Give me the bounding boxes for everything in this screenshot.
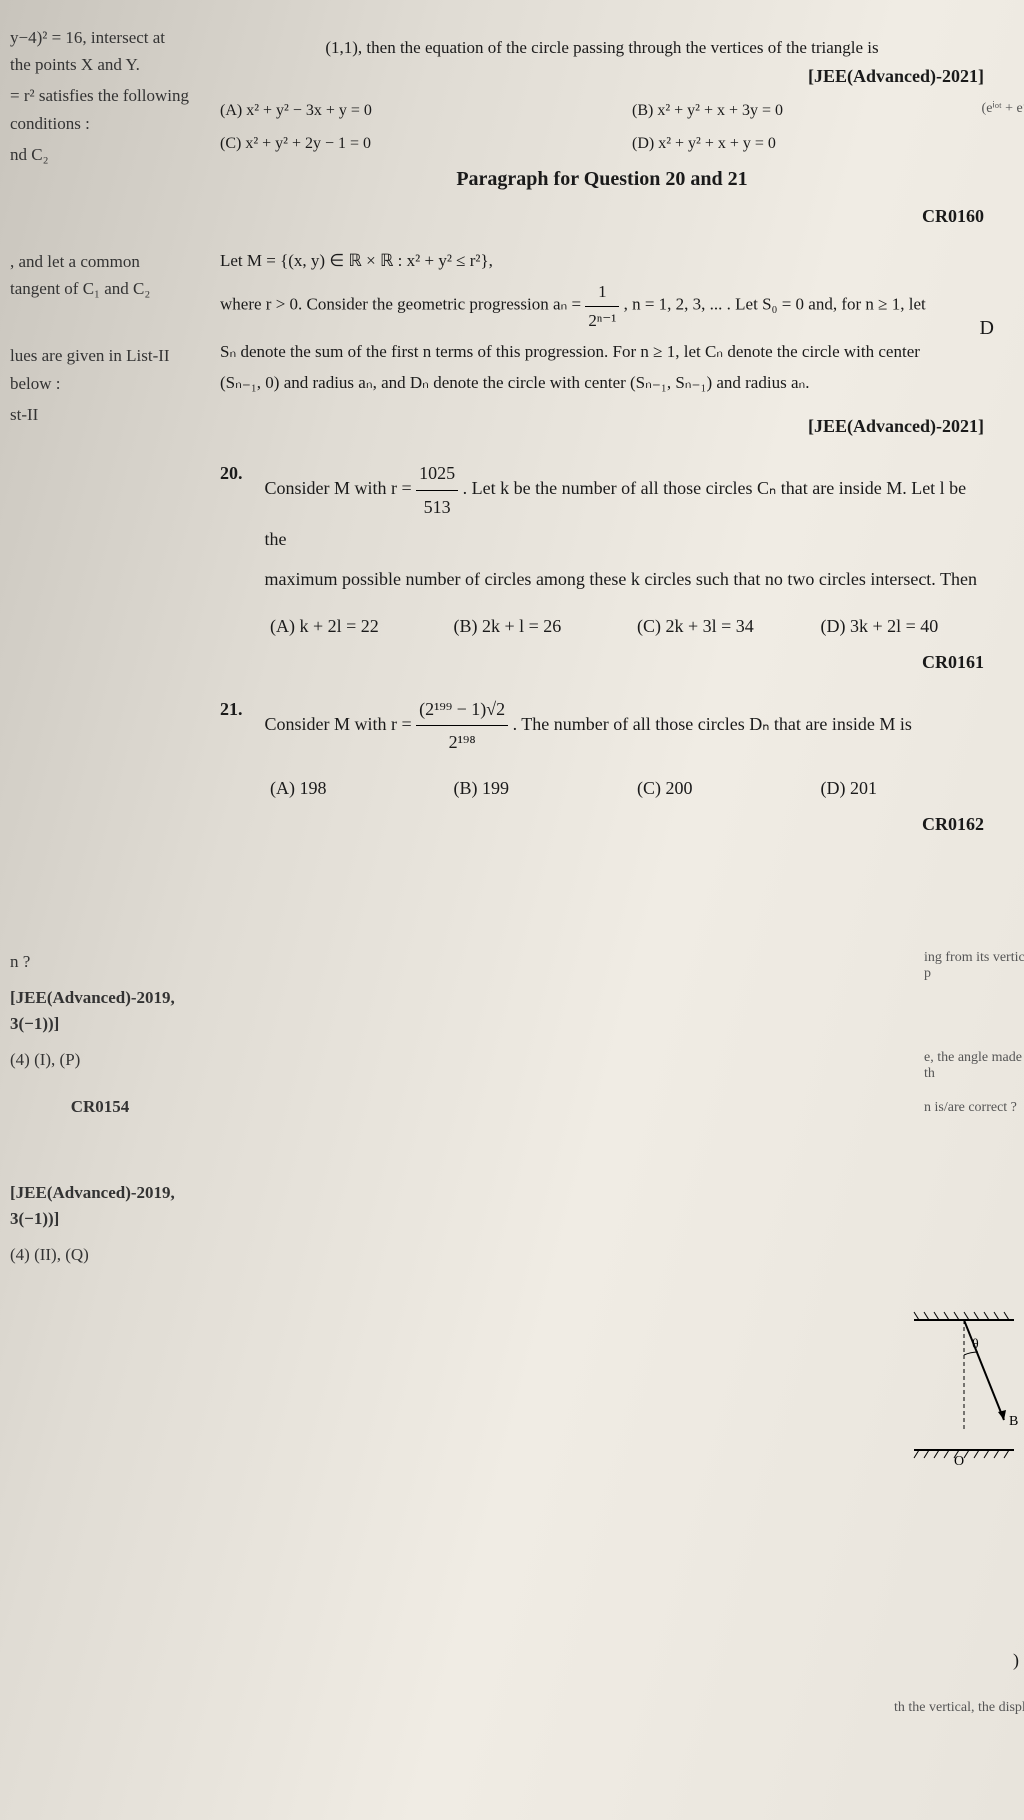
- q19-optC: (C) x² + y² + 2y − 1 = 0: [220, 135, 572, 153]
- q21-num: 21.: [220, 693, 260, 725]
- b-label: B: [1009, 1414, 1018, 1429]
- para-frac-num: 1: [585, 278, 619, 306]
- q20-optB: (B) 2k + l = 26: [454, 616, 618, 637]
- q21-frac-den: 2¹⁹⁸: [416, 726, 508, 758]
- q21-optA: (A) 198: [270, 778, 434, 799]
- left-frag-4: , and let a common tangent of C₁ and C₂: [10, 248, 190, 302]
- jee-left-2: [JEE(Advanced)-2019, 3(−1))]: [10, 1180, 190, 1231]
- jee-left-1: [JEE(Advanced)-2019, 3(−1))]: [10, 985, 190, 1036]
- para-p4: (Sₙ₋₁, 0) and radius aₙ, and Dₙ denote t…: [220, 369, 984, 396]
- left-frag-5: lues are given in List-II below :: [10, 342, 190, 396]
- left-frag-3: nd C₂: [10, 141, 190, 168]
- left-frag-1: y−4)² = 16, intersect at the points X an…: [10, 24, 190, 78]
- paragraph-header: Paragraph for Question 20 and 21: [220, 168, 984, 191]
- q21-optC: (C) 200: [637, 778, 801, 799]
- q20-frac-num: 1025: [416, 457, 458, 490]
- q20-frac-den: 513: [416, 491, 458, 523]
- cr0162: CR0162: [220, 814, 984, 835]
- q19-optA: (A) x² + y² − 3x + y = 0: [220, 102, 572, 120]
- theta-label: θ: [972, 1337, 979, 1352]
- left-frag-6: st-II: [10, 401, 190, 428]
- q21-frac-num: (2¹⁹⁹ − 1)√2: [416, 693, 508, 726]
- q20-num: 20.: [220, 457, 260, 489]
- para-p3: Sₙ denote the sum of the first n terms o…: [220, 338, 984, 365]
- left-frag-2: = r² satisfies the following conditions …: [10, 82, 190, 136]
- para-p2b: , n = 1, 2, 3, ... . Let S₀ = 0 and, for…: [624, 295, 926, 314]
- para-p1: Let M = {(x, y) ∈ ℝ × ℝ : x² + y² ≤ r²},: [220, 247, 984, 274]
- side-frag-1: (eⁱᵒᵗ + e⁻ⁱᵒᵗ): [982, 100, 1024, 117]
- q19-optB: (B) x² + y² + x + 3y = 0: [632, 102, 984, 120]
- q20-optD: (D) 3k + 2l = 40: [821, 616, 985, 637]
- q20-optC: (C) 2k + 3l = 34: [637, 616, 801, 637]
- cr-left: CR0154: [10, 1093, 190, 1120]
- q21-text-a: Consider M with r =: [265, 714, 417, 734]
- q20-text-a: Consider M with r =: [265, 478, 417, 498]
- q20-optA: (A) k + 2l = 22: [270, 616, 434, 637]
- cr0160: CR0160: [220, 206, 984, 227]
- side-frag-3: e, the angle made by th: [924, 1050, 1024, 1082]
- side-frag-5: th the vertical, the displ: [894, 1700, 1024, 1716]
- side-frag-2: ing from its vertical p: [924, 950, 1024, 982]
- q21-optD: (D) 201: [821, 778, 985, 799]
- q19-optD: (D) x² + y² + x + y = 0: [632, 135, 984, 153]
- para-p2a: where r > 0. Consider the geometric prog…: [220, 295, 585, 314]
- q21-text-b: . The number of all those circles Dₙ tha…: [513, 714, 912, 734]
- jee-tag-2021-top: [JEE(Advanced)-2021]: [220, 66, 984, 87]
- side-frag-4: n is/are correct ?: [924, 1100, 1024, 1116]
- left-opt-1: (4) (I), (P): [10, 1046, 190, 1073]
- q20-text-c: maximum possible number of circles among…: [265, 563, 979, 595]
- para-p2: where r > 0. Consider the geometric prog…: [220, 278, 984, 333]
- left-frag-7: n ?: [10, 948, 190, 975]
- q21-optB: (B) 199: [454, 778, 618, 799]
- o-label: O: [954, 1454, 964, 1469]
- pendulum-diagram: θ B O: [894, 1300, 1024, 1480]
- jee-tag-q20: [JEE(Advanced)-2021]: [220, 416, 984, 437]
- margin-d: D: [980, 310, 994, 346]
- para-frac-den: 2ⁿ⁻¹: [585, 307, 619, 334]
- close-paren-theta: ): [1013, 1650, 1019, 1671]
- left-opt-2: (4) (II), (Q): [10, 1241, 190, 1268]
- topline: (1,1), then the equation of the circle p…: [220, 34, 984, 61]
- cr0161: CR0161: [220, 652, 984, 673]
